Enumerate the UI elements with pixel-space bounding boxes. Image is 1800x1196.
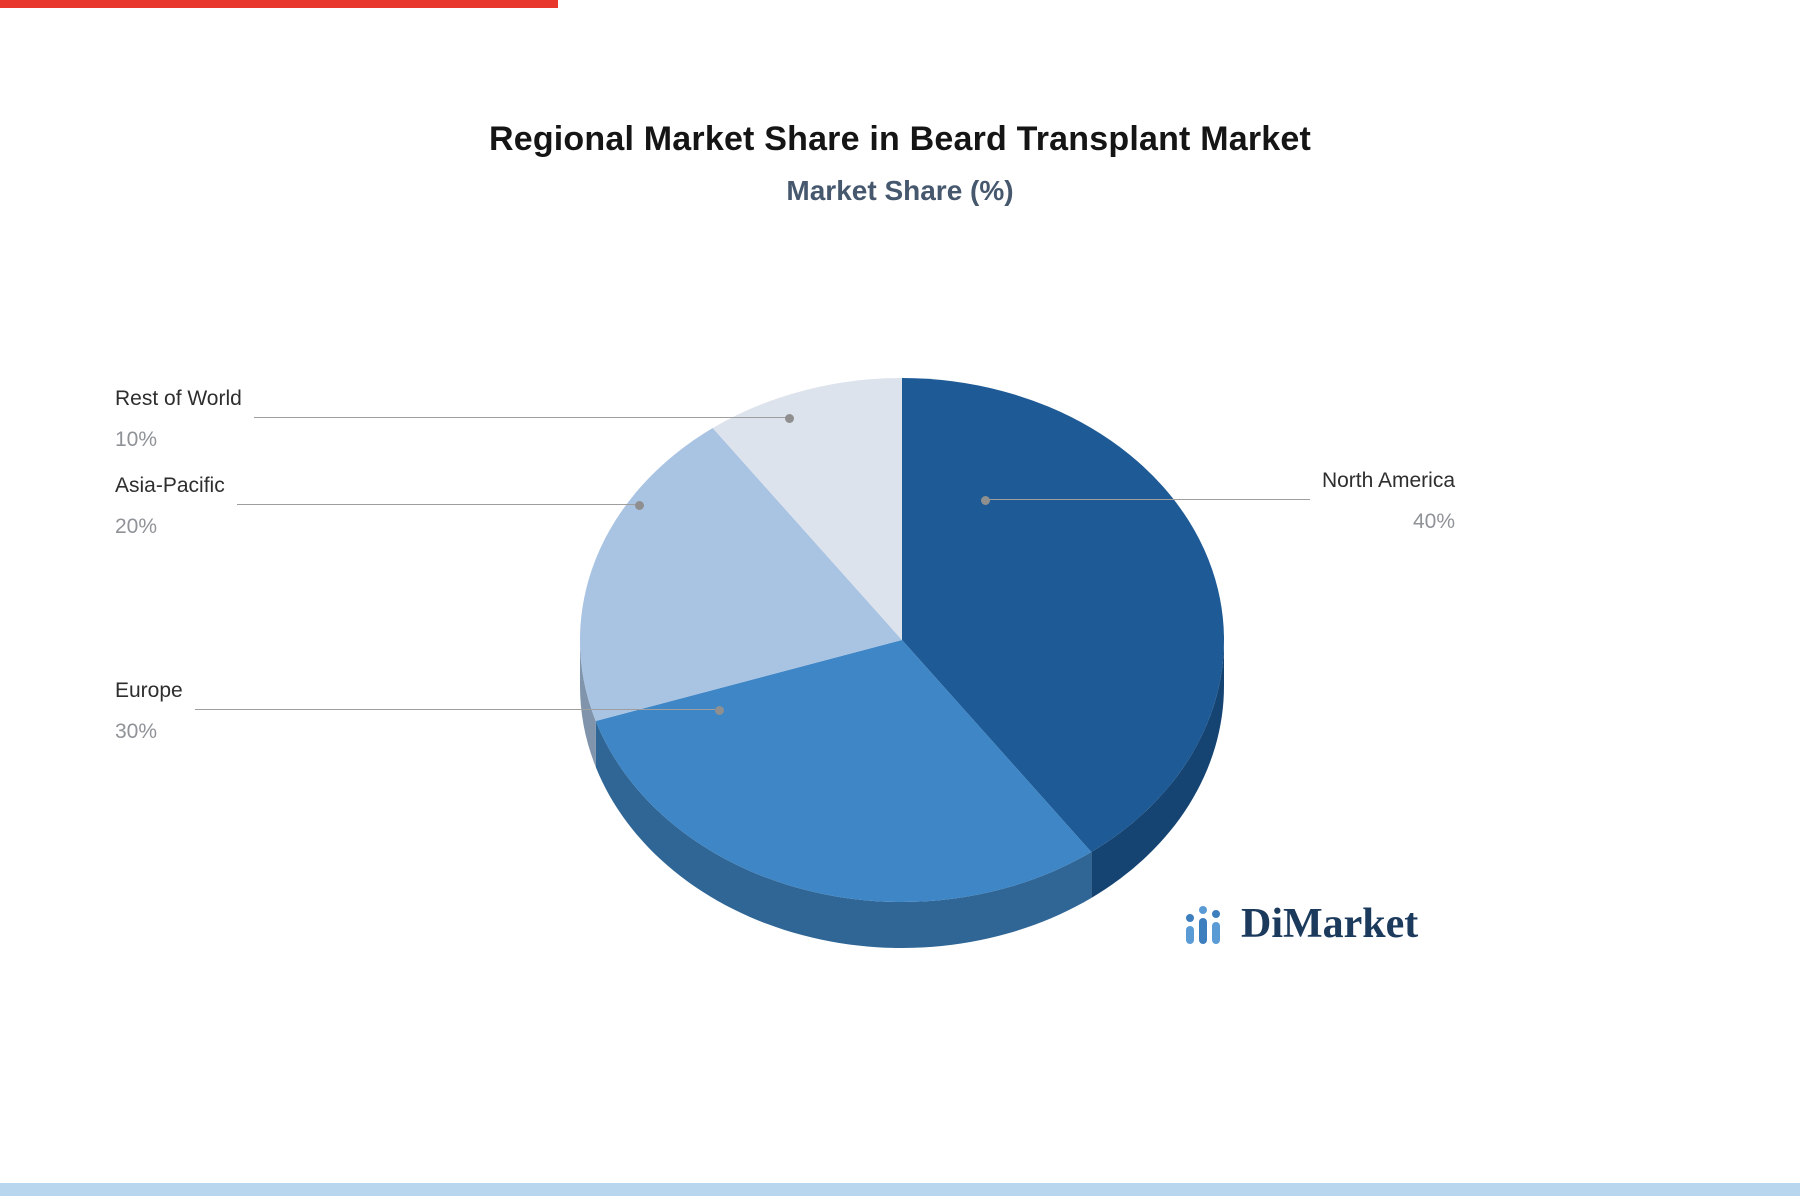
brand-logo-text: DiMarket <box>1241 901 1419 947</box>
leader-line <box>985 499 1310 500</box>
slice-name: Europe <box>115 679 183 702</box>
pie-slice-side-asia-pacific <box>580 640 596 767</box>
slice-value: 40% <box>1412 510 1455 533</box>
bottom-accent-bar <box>0 1183 1800 1196</box>
chart-subtitle: Market Share (%) <box>786 175 1014 206</box>
slice-value: 30% <box>115 720 158 743</box>
slice-name: Rest of World <box>115 387 242 410</box>
chart-header: Regional Market Share in Beard Transplan… <box>0 120 1800 207</box>
chart-title: Regional Market Share in Beard Transplan… <box>488 120 1312 158</box>
pie-slice-side-europe <box>595 720 1092 949</box>
leader-dot <box>981 495 990 505</box>
pie-slice-side-north-america <box>1091 640 1224 898</box>
leader-line <box>237 504 640 505</box>
pie-slice-rest-of-world <box>712 378 902 640</box>
leader-line <box>195 709 720 710</box>
brand-logo: DiMarket <box>1183 900 1418 948</box>
slice-value: 10% <box>115 428 158 451</box>
slice-name: North America <box>1321 469 1455 492</box>
leader-dot <box>635 500 644 510</box>
slice-value: 20% <box>115 515 158 538</box>
leader-dot <box>785 413 794 423</box>
leader-line <box>254 417 790 418</box>
leader-dot <box>715 705 724 715</box>
slice-name: Asia-Pacific <box>115 474 225 497</box>
top-accent-bar <box>0 0 558 8</box>
pie-slice-asia-pacific <box>580 428 902 721</box>
bar-chart-icon <box>1186 906 1220 944</box>
